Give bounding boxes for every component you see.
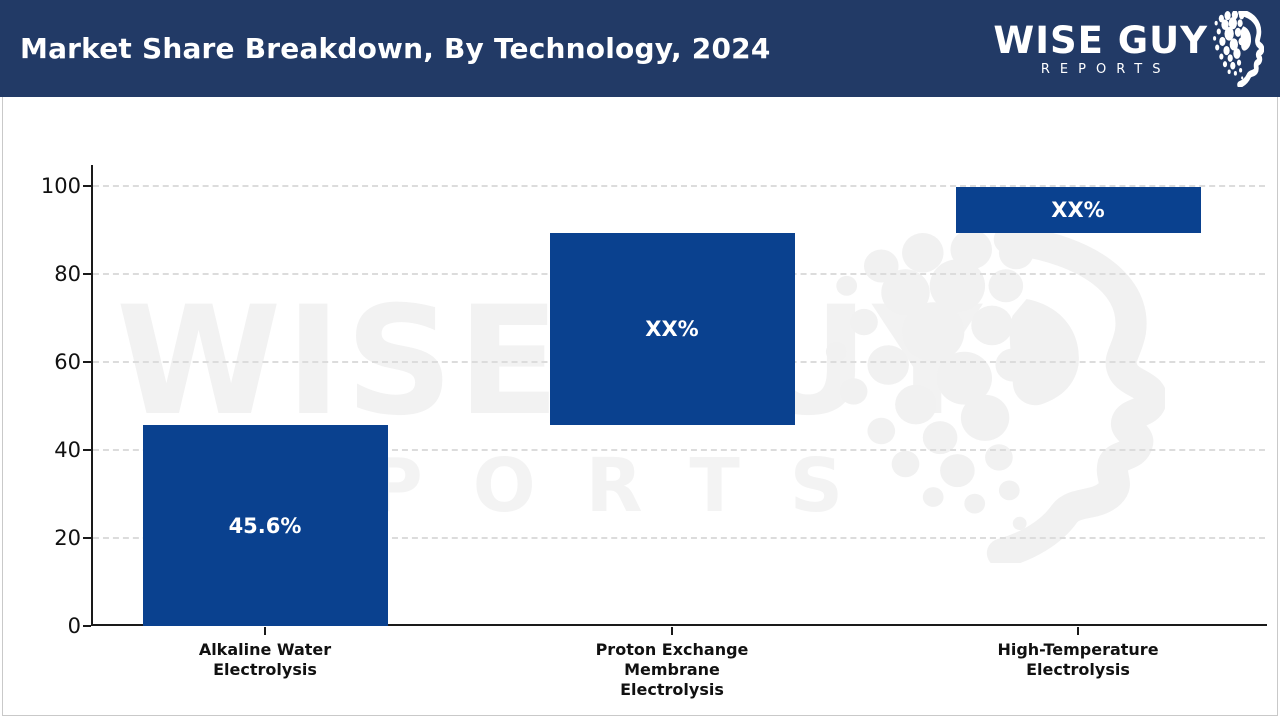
logo-name: WISE GUY	[993, 18, 1208, 62]
x-category-label-line: Electrolysis	[1026, 660, 1130, 679]
y-tick-40	[83, 449, 91, 451]
logo-subtitle: REPORTS	[1040, 61, 1171, 77]
x-category-label-2: Proton Exchange Membrane Electrolysis	[532, 640, 812, 700]
y-tick-label-100: 100	[40, 174, 81, 198]
x-category-label-line: Electrolysis	[213, 660, 317, 679]
bar-3: XX%	[955, 186, 1201, 233]
page-title: Market Share Breakdown, By Technology, 2…	[20, 32, 771, 65]
bar-value-label-1: 45.6%	[228, 513, 302, 538]
watermark-head-icon	[819, 224, 1167, 568]
wise-guy-reports-logo: WISE GUY REPORTS	[993, 8, 1280, 88]
chart-panel: WISE GUY REPORTS 0 20 40 60 80 100 45.6% XX% XX%…	[2, 97, 1278, 716]
x-category-label-line: Electrolysis	[620, 680, 724, 699]
bar-value-label-2: XX%	[645, 316, 699, 341]
y-tick-0	[83, 625, 91, 627]
y-tick-label-0: 0	[67, 614, 81, 638]
x-category-label-line: Alkaline Water	[198, 640, 332, 659]
gridline-40	[93, 449, 1265, 451]
bar-value-label-3: XX%	[1051, 197, 1105, 222]
x-category-label-1: Alkaline Water Electrolysis	[125, 640, 405, 680]
x-category-label-line: High-Temperature	[997, 640, 1159, 659]
y-tick-label-40: 40	[54, 438, 81, 462]
header-bar: Market Share Breakdown, By Technology, 2…	[0, 0, 1280, 97]
y-tick-label-80: 80	[54, 262, 81, 286]
gridline-100	[93, 185, 1265, 187]
y-tick-80	[83, 273, 91, 275]
x-tick-2	[671, 627, 673, 635]
bar-1: 45.6%	[142, 425, 388, 626]
x-category-label-line: Proton Exchange	[595, 640, 749, 659]
logo-text: WISE GUY REPORTS	[993, 22, 1208, 76]
bar-2: XX%	[549, 232, 795, 426]
gridline-20	[93, 537, 1265, 539]
y-tick-20	[83, 537, 91, 539]
y-tick-label-20: 20	[54, 526, 81, 550]
x-tick-1	[264, 627, 266, 635]
x-tick-3	[1077, 627, 1079, 635]
y-axis-line	[91, 165, 93, 626]
y-tick-60	[83, 361, 91, 363]
y-tick-100	[83, 185, 91, 187]
dotted-head-logo-icon	[1212, 8, 1265, 88]
x-category-label-3: High-Temperature Electrolysis	[938, 640, 1218, 680]
x-category-label-line: Membrane	[624, 660, 720, 679]
y-tick-label-60: 60	[54, 350, 81, 374]
x-axis-line	[91, 624, 1267, 626]
